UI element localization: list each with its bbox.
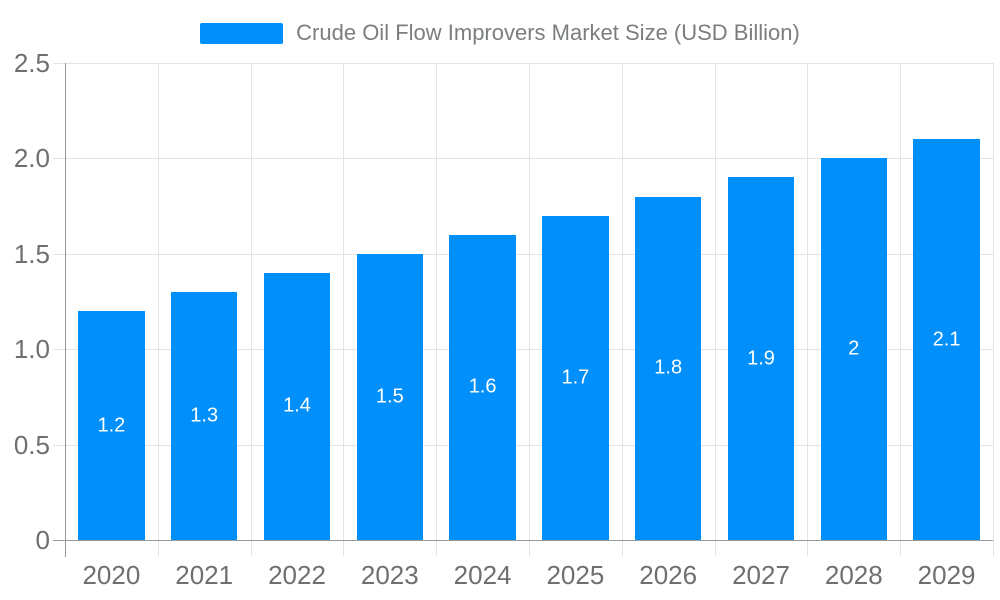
bar-value-label: 1.9 bbox=[747, 347, 775, 370]
v-gridline bbox=[621, 63, 623, 540]
bar-2020[interactable]: 1.2 bbox=[78, 311, 145, 540]
v-gridline bbox=[250, 63, 252, 540]
y-axis-label: 0 bbox=[35, 525, 50, 555]
bar-2021[interactable]: 1.3 bbox=[170, 291, 238, 540]
x-axis-label-2023: 2023 bbox=[360, 560, 419, 590]
v-gridline bbox=[436, 63, 438, 540]
x-axis-tick bbox=[900, 540, 902, 556]
v-gridline bbox=[714, 63, 716, 540]
x-axis-label-2028: 2028 bbox=[824, 560, 883, 590]
x-axis-label-2024: 2024 bbox=[453, 560, 512, 590]
v-gridline bbox=[807, 63, 809, 540]
h-gridline bbox=[53, 158, 993, 160]
y-axis-label: 0.5 bbox=[13, 429, 50, 460]
x-axis-label-2026: 2026 bbox=[639, 560, 698, 590]
x-axis-tick bbox=[621, 540, 623, 556]
bar-value-label: 1.6 bbox=[468, 375, 497, 398]
bar-2023[interactable]: 1.5 bbox=[356, 253, 424, 540]
v-gridline bbox=[343, 63, 345, 540]
legend-swatch bbox=[200, 22, 284, 44]
v-gridline bbox=[157, 63, 159, 540]
x-axis-tick bbox=[157, 540, 159, 556]
y-axis-label: 1.5 bbox=[13, 238, 50, 269]
bar-2026[interactable]: 1.8 bbox=[634, 196, 702, 540]
bar-value-label: 1.7 bbox=[561, 366, 590, 389]
v-gridline bbox=[900, 63, 902, 540]
x-axis-label-2021: 2021 bbox=[175, 560, 234, 590]
bar-value-label: 1.2 bbox=[97, 414, 126, 436]
legend-label: Crude Oil Flow Improvers Market Size (US… bbox=[296, 20, 800, 45]
y-axis-label: 2.0 bbox=[13, 143, 50, 174]
bar-value-label: 1.3 bbox=[190, 404, 219, 427]
bar-2029[interactable]: 2.1 bbox=[913, 139, 980, 540]
x-axis-tick bbox=[714, 540, 716, 556]
x-axis-label-2027: 2027 bbox=[732, 560, 790, 590]
h-gridline bbox=[53, 444, 993, 446]
bar-value-label: 2 bbox=[848, 337, 860, 360]
x-axis-tick bbox=[250, 540, 252, 556]
y-axis-label: 1.0 bbox=[13, 334, 50, 365]
bar-value-label: 1.4 bbox=[283, 394, 311, 417]
h-gridline bbox=[53, 253, 993, 255]
h-gridline bbox=[53, 349, 993, 351]
v-gridline bbox=[993, 63, 994, 540]
x-axis-tick bbox=[436, 540, 438, 556]
x-axis-tick bbox=[807, 540, 809, 556]
x-axis-label-2025: 2025 bbox=[546, 560, 605, 590]
x-axis-tick bbox=[993, 540, 994, 556]
x-axis-tick bbox=[343, 540, 345, 556]
y-axis-line bbox=[65, 63, 66, 557]
h-gridline bbox=[53, 63, 993, 64]
bar-2027[interactable]: 1.9 bbox=[727, 177, 795, 540]
bar-2025[interactable]: 1.7 bbox=[542, 215, 609, 540]
y-axis-label: 2.5 bbox=[13, 48, 50, 78]
x-axis-label-2022: 2022 bbox=[268, 560, 326, 590]
bar-value-label: 1.8 bbox=[654, 356, 683, 379]
bar-value-label: 1.5 bbox=[375, 385, 404, 408]
bar-2024[interactable]: 1.6 bbox=[449, 234, 516, 540]
legend-item[interactable]: Crude Oil Flow Improvers Market Size (US… bbox=[0, 22, 1000, 44]
bar-2022[interactable]: 1.4 bbox=[263, 272, 331, 540]
x-axis-tick bbox=[529, 540, 530, 556]
x-axis-label-2020: 2020 bbox=[82, 560, 141, 590]
bar-2028[interactable]: 2 bbox=[820, 158, 888, 540]
x-axis-label-2029: 2029 bbox=[917, 560, 976, 590]
x-axis-line bbox=[53, 540, 993, 541]
v-gridline bbox=[529, 63, 530, 540]
bar-value-label: 2.1 bbox=[932, 328, 961, 351]
